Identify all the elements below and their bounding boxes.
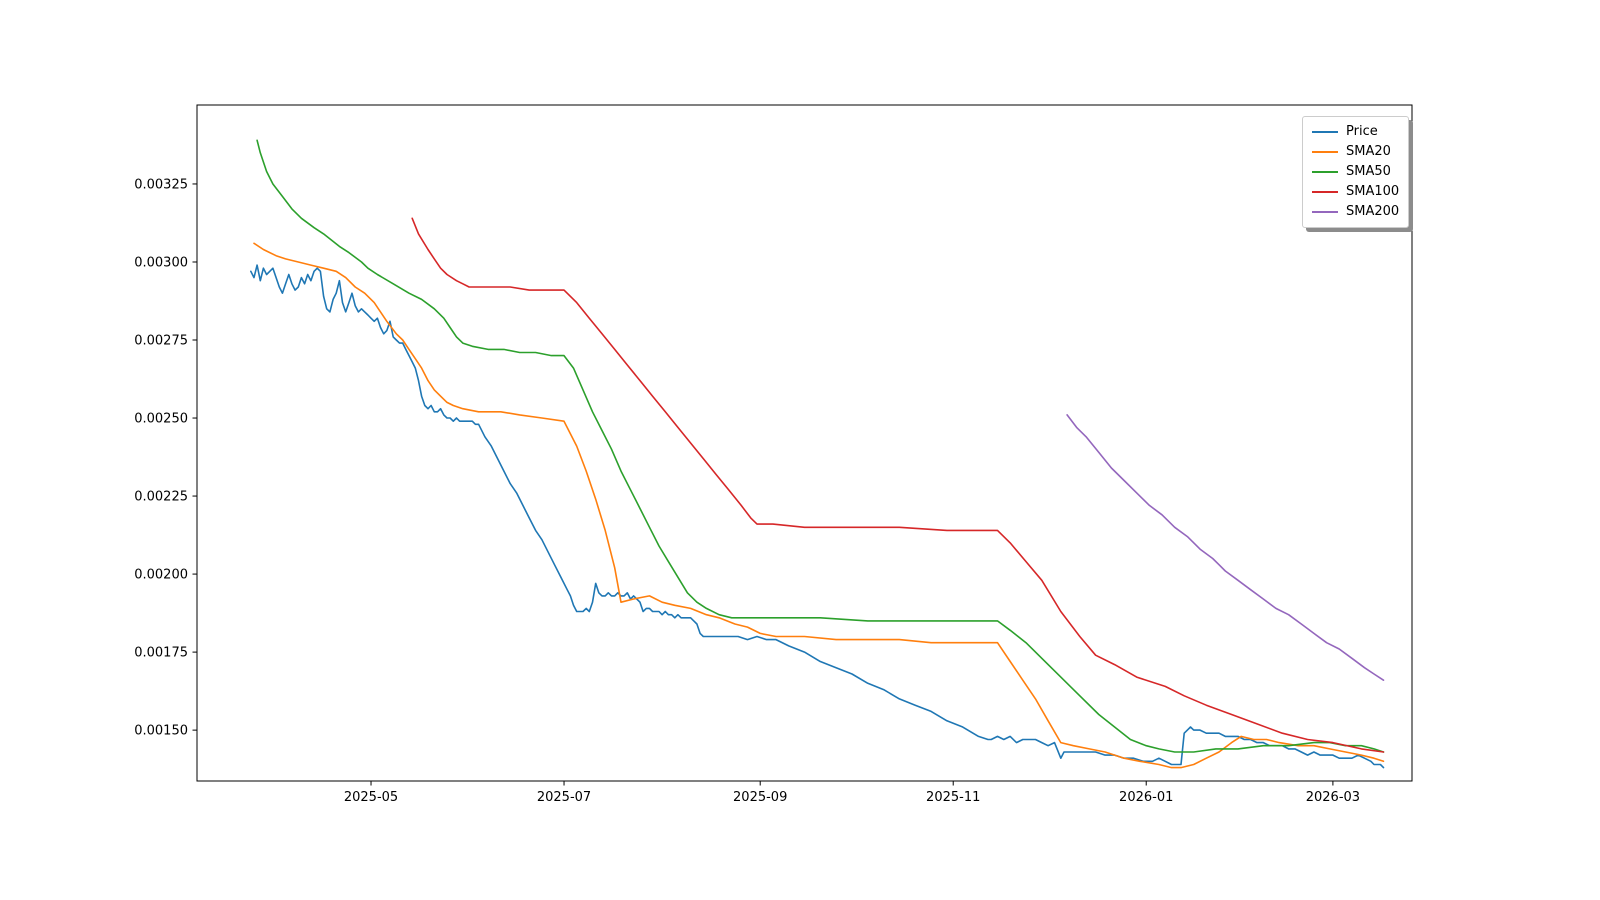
legend-line-sample bbox=[1312, 171, 1338, 173]
y-tick-label: 0.00150 bbox=[134, 724, 188, 739]
sma20-line bbox=[253, 242, 1385, 769]
y-tick-label: 0.00300 bbox=[134, 255, 188, 270]
legend-label: SMA100 bbox=[1346, 184, 1400, 199]
legend: Price SMA20 SMA50 SMA100 SMA200 bbox=[1302, 116, 1410, 228]
legend-line-sample bbox=[1312, 131, 1338, 133]
legend-item-sma50: SMA50 bbox=[1312, 162, 1399, 182]
legend-label: SMA50 bbox=[1346, 164, 1391, 179]
legend-line-sample bbox=[1312, 211, 1338, 213]
price-line bbox=[250, 264, 1385, 769]
plot-area bbox=[196, 104, 1413, 782]
legend-line-sample bbox=[1312, 151, 1338, 153]
x-tick-label: 2025-11 bbox=[926, 790, 980, 805]
legend-line-sample bbox=[1312, 191, 1338, 193]
y-tick-label: 0.00250 bbox=[134, 412, 188, 427]
legend-label: SMA200 bbox=[1346, 204, 1400, 219]
y-tick-label: 0.00325 bbox=[134, 177, 188, 192]
legend-item-sma20: SMA20 bbox=[1312, 142, 1399, 162]
x-tick-label: 2025-09 bbox=[733, 790, 787, 805]
legend-label: SMA20 bbox=[1346, 144, 1391, 159]
sma200-line bbox=[1066, 414, 1385, 682]
y-tick-label: 0.00225 bbox=[134, 490, 188, 505]
sma50-line bbox=[256, 139, 1385, 753]
sma100-line bbox=[411, 217, 1385, 753]
y-tick-label: 0.00275 bbox=[134, 334, 188, 349]
x-tick-label: 2026-03 bbox=[1306, 790, 1360, 805]
legend-item-sma100: SMA100 bbox=[1312, 182, 1399, 202]
y-tick-label: 0.00175 bbox=[134, 646, 188, 661]
legend-label: Price bbox=[1346, 124, 1378, 139]
x-tick-label: 2025-05 bbox=[344, 790, 398, 805]
y-tick-label: 0.00200 bbox=[134, 568, 188, 583]
x-tick-label: 2025-07 bbox=[537, 790, 591, 805]
x-tick-label: 2026-01 bbox=[1119, 790, 1173, 805]
legend-item-sma200: SMA200 bbox=[1312, 202, 1399, 222]
legend-item-price: Price bbox=[1312, 122, 1399, 142]
